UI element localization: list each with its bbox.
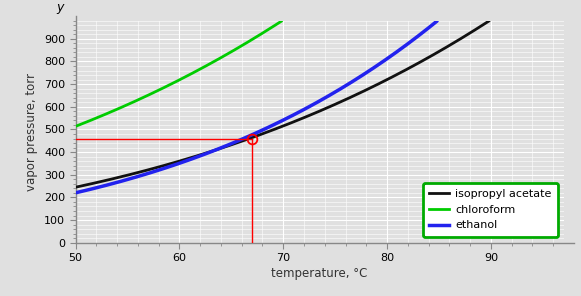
- Text: y: y: [56, 1, 64, 14]
- Y-axis label: vapor pressure, torr: vapor pressure, torr: [26, 73, 38, 191]
- Legend: isopropyl acetate, chloroform, ethanol: isopropyl acetate, chloroform, ethanol: [423, 183, 558, 237]
- X-axis label: temperature, °C: temperature, °C: [271, 267, 368, 280]
